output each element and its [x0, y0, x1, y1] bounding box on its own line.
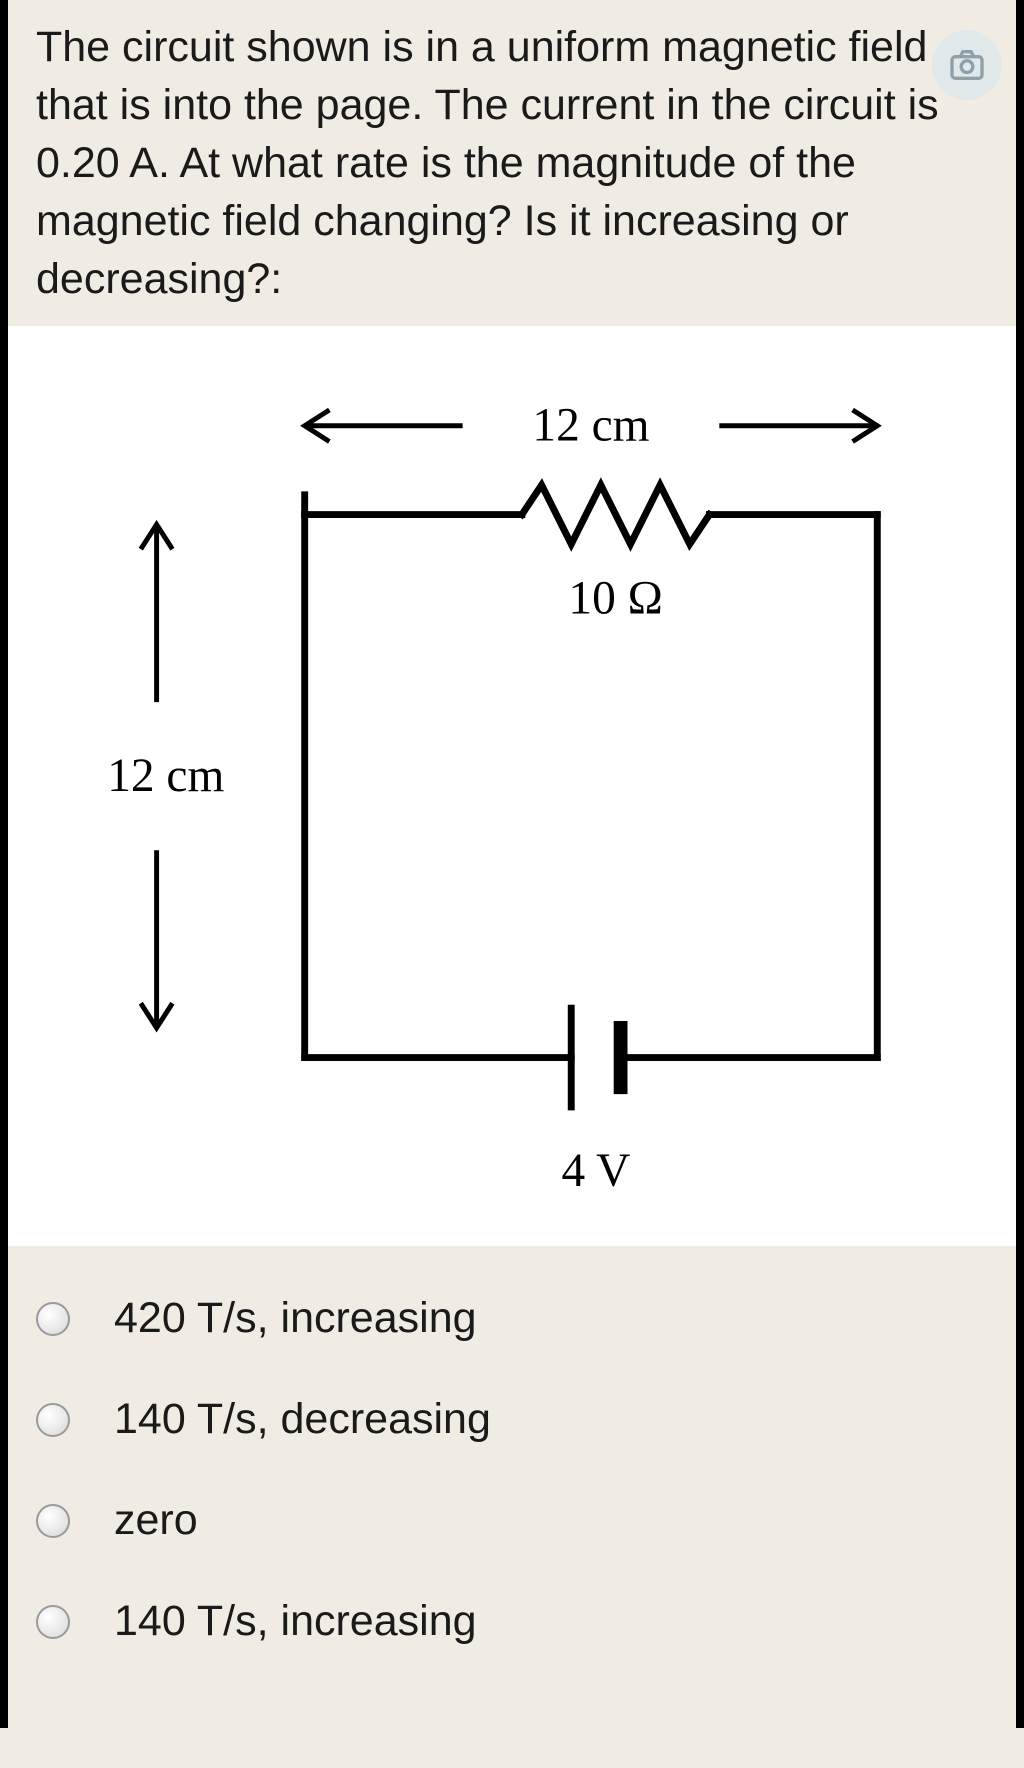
answer-option[interactable]: 140 T/s, increasing: [36, 1597, 988, 1646]
answer-option[interactable]: 420 T/s, increasing: [36, 1294, 988, 1343]
height-label: 12 cm: [107, 750, 224, 802]
answer-label: 140 T/s, increasing: [114, 1597, 477, 1646]
answers-block: 420 T/s, increasing 140 T/s, decreasing …: [0, 1246, 1024, 1728]
battery-label: 4 V: [561, 1145, 630, 1197]
answer-label: 140 T/s, decreasing: [114, 1395, 491, 1444]
width-label: 12 cm: [532, 400, 649, 452]
answer-option[interactable]: 140 T/s, decreasing: [36, 1395, 988, 1444]
answer-label: zero: [114, 1496, 198, 1545]
answer-option[interactable]: zero: [36, 1496, 988, 1545]
radio-icon[interactable]: [36, 1605, 70, 1639]
radio-icon[interactable]: [36, 1504, 70, 1538]
answer-label: 420 T/s, increasing: [114, 1294, 477, 1343]
circuit-figure: 12 cm 12 cm: [0, 326, 1024, 1246]
circuit-svg: 12 cm 12 cm: [48, 366, 976, 1216]
question-block: The circuit shown is in a uniform magnet…: [0, 0, 1024, 326]
resistor-label: 10 Ω: [568, 573, 662, 625]
radio-icon[interactable]: [36, 1302, 70, 1336]
question-text: The circuit shown is in a uniform magnet…: [36, 18, 988, 308]
radio-icon[interactable]: [36, 1403, 70, 1437]
